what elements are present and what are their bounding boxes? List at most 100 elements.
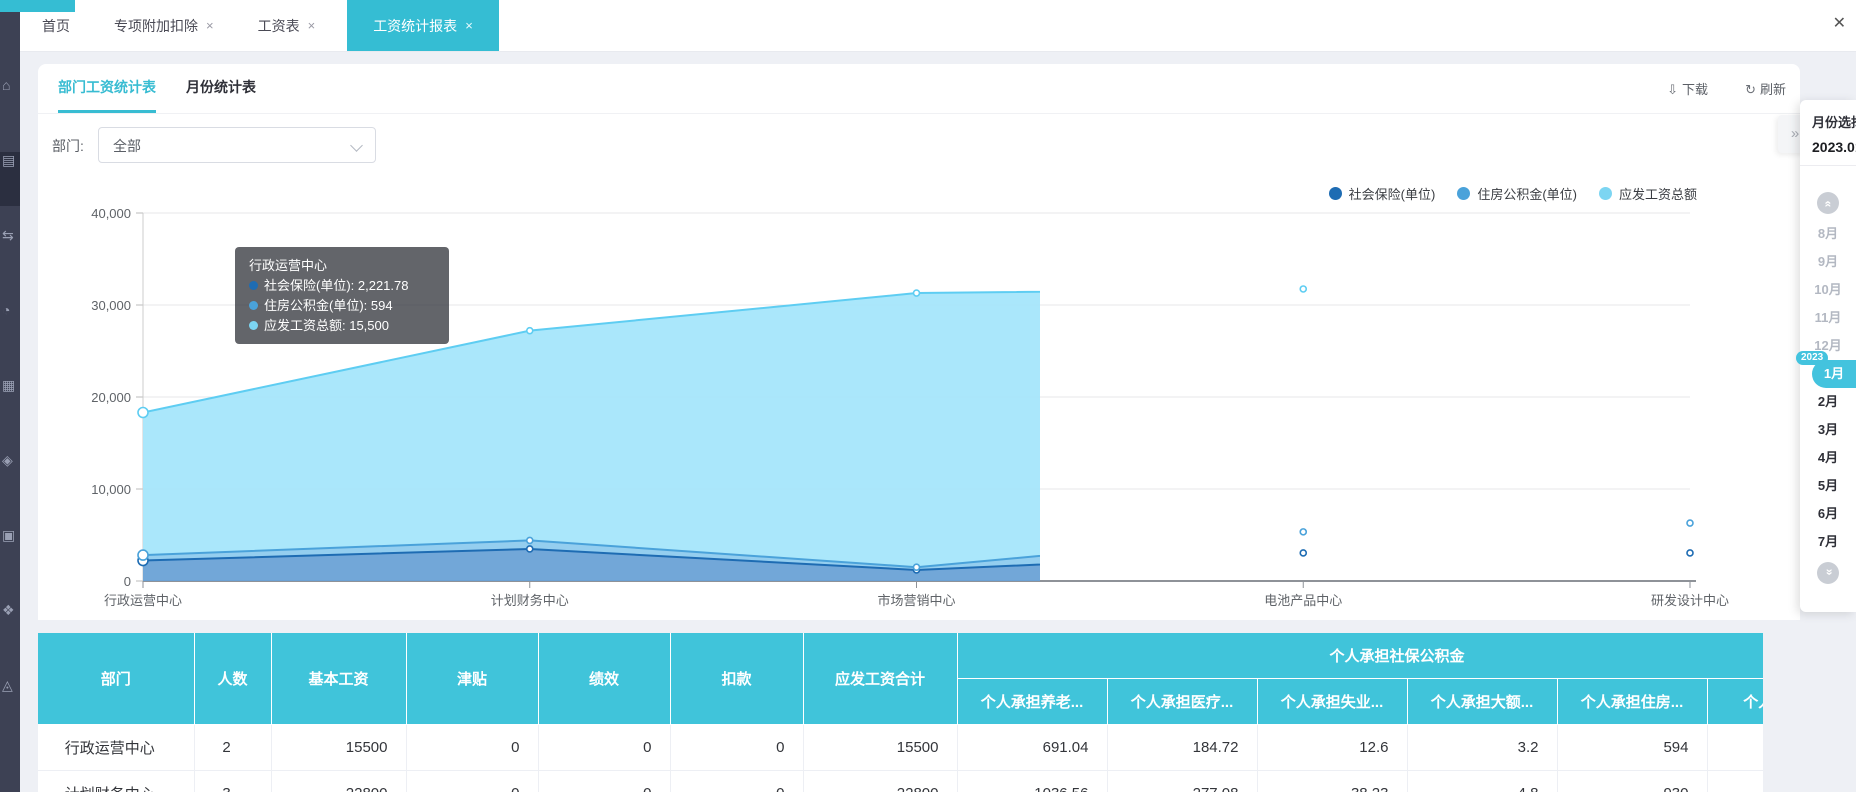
month-item-9月[interactable]: 9月: [1800, 248, 1856, 276]
double-chevron-up-icon: «: [1821, 200, 1835, 206]
legend-dot-icon: [1328, 187, 1342, 200]
table-cell: 0: [406, 724, 539, 771]
legend-item[interactable]: 住房公积金(单位): [1457, 184, 1577, 203]
table-cell: 行政运营中心: [38, 724, 195, 771]
forms-icon[interactable]: ▤: [2, 152, 16, 168]
month-label: 11月: [1814, 310, 1842, 325]
assets-icon[interactable]: ❖: [2, 602, 15, 618]
table-cell: 691.04: [957, 724, 1108, 771]
column-header: 绩效: [538, 633, 671, 725]
tooltip-row: 社会保险(单位): 2,221.78: [249, 276, 435, 295]
sub-column-header: 个人承担住房...: [1557, 678, 1708, 725]
month-item-6月[interactable]: 6月: [1800, 500, 1856, 528]
month-item-2月[interactable]: 2月: [1800, 388, 1856, 416]
tab-department-salary[interactable]: 部门工资统计表: [58, 64, 156, 113]
home-icon[interactable]: ⌂: [2, 77, 11, 93]
month-item-11月[interactable]: 11月: [1800, 304, 1856, 332]
legend-label: 社会保险(单位): [1348, 187, 1436, 202]
table-cell: [1707, 724, 1763, 771]
current-period: 2023.01: [1812, 139, 1856, 155]
svg-text:40,000: 40,000: [91, 206, 131, 221]
download-button[interactable]: ⇩ 下载: [1667, 82, 1708, 97]
sub-column-header: 个人承...: [1707, 678, 1763, 725]
tab-month-summary[interactable]: 月份统计表: [186, 79, 256, 95]
left-nav-rail: ⌂ ▤ ⇆ ◔ ▦ ◈ ▣ ❖ ◬: [0, 0, 20, 792]
salary-icon[interactable]: ◈: [2, 452, 13, 468]
tooltip-value: 住房公积金(单位): 594: [264, 298, 393, 313]
column-header: 部门: [38, 633, 195, 725]
table-cell: 0: [538, 770, 671, 792]
month-panel-title: 月份选择: [1812, 115, 1856, 130]
clock-icon[interactable]: ◔: [2, 302, 11, 318]
svg-text:20,000: 20,000: [91, 390, 131, 405]
month-item-7月[interactable]: 7月: [1800, 528, 1856, 556]
department-select-value: 全部: [113, 138, 141, 154]
settings-icon[interactable]: ◬: [2, 677, 13, 693]
department-select[interactable]: 全部: [98, 127, 376, 163]
table-cell: 0: [670, 724, 804, 771]
table-cell: 0: [406, 770, 539, 792]
tab-item-1[interactable]: 专项附加扣除 ×: [92, 0, 236, 51]
close-icon[interactable]: ×: [465, 18, 473, 33]
series-dot-icon: [249, 281, 258, 290]
month-label: 4月: [1817, 450, 1839, 465]
series-dot-icon: [249, 301, 258, 310]
year-badge: 2023: [1796, 351, 1829, 365]
tooltip-value: 应发工资总额: 15,500: [264, 318, 389, 333]
month-label: 1月: [1823, 366, 1845, 381]
month-item-12月[interactable]: 12月: [1800, 332, 1856, 360]
legend-item[interactable]: 社会保险(单位): [1328, 184, 1436, 203]
subtab-strip: 部门工资统计表 月份统计表 ⇩ 下载 ↻ 刷新: [38, 64, 1800, 114]
table-cell: 594: [1557, 724, 1708, 771]
month-item-4月[interactable]: 4月: [1800, 444, 1856, 472]
open-tabs-bar: 首页 专项附加扣除 × 工资表 × 工资统计报表 × ✕: [20, 0, 1856, 52]
scroll-up-button[interactable]: «: [1817, 192, 1839, 214]
svg-text:研发设计中心: 研发设计中心: [1651, 593, 1729, 608]
table-cell: 4.8: [1407, 770, 1558, 792]
report-card: 部门工资统计表 月份统计表 ⇩ 下载 ↻ 刷新 部门: 全部 0 10,000 20,0…: [38, 64, 1800, 620]
divider: [1800, 165, 1856, 166]
table-cell: 12.6: [1257, 724, 1408, 771]
tab-item-2[interactable]: 工资表 ×: [236, 0, 338, 51]
close-icon[interactable]: ×: [307, 18, 316, 33]
table-cell: 277.08: [1107, 770, 1258, 792]
transfer-icon[interactable]: ⇆: [2, 227, 14, 243]
close-icon[interactable]: ×: [206, 18, 214, 33]
month-label: 9月: [1817, 254, 1839, 269]
sub-column-header: 个人承担大额...: [1407, 678, 1558, 725]
tab-label: 工资统计报表: [373, 17, 458, 34]
active-module-highlight: [0, 152, 20, 206]
refresh-button[interactable]: ↻ 刷新: [1745, 82, 1786, 97]
month-label: 6月: [1817, 506, 1839, 521]
svg-text:电池产品中心: 电池产品中心: [1264, 593, 1342, 608]
month-label: 7月: [1817, 534, 1839, 549]
close-icon[interactable]: ✕: [1832, 15, 1846, 32]
month-item-10月[interactable]: 10月: [1800, 276, 1856, 304]
svg-text:行政运营中心: 行政运营中心: [104, 593, 182, 608]
tab-item-3[interactable]: 工资统计报表 ×: [347, 0, 499, 51]
legend-item[interactable]: 应发工资总额: [1598, 184, 1697, 203]
table-cell: 184.72: [1107, 724, 1258, 771]
sub-column-header: 个人承担养老...: [957, 678, 1108, 725]
document-icon[interactable]: ▣: [2, 527, 16, 543]
table-cell: 2: [194, 724, 272, 771]
month-label: 12月: [1814, 338, 1842, 353]
month-item-3月[interactable]: 3月: [1800, 416, 1856, 444]
series-dot-icon: [249, 321, 258, 330]
month-item-8月[interactable]: 8月: [1800, 220, 1856, 248]
table-row: 计划财务中心322800000228001036.56277.0838.234.…: [38, 770, 1763, 792]
report-icon[interactable]: ▦: [2, 377, 16, 393]
month-label: 5月: [1817, 478, 1839, 493]
month-item-5月[interactable]: 5月: [1800, 472, 1856, 500]
tooltip-title: 行政运营中心: [249, 258, 328, 273]
svg-text:计划财务中心: 计划财务中心: [491, 593, 569, 608]
chart-legend: 社会保险(单位) 住房公积金(单位) 应发工资总额: [1328, 184, 1697, 203]
salary-table: 部门 人数 基本工资 津贴 绩效 扣款 应发工资合计 个人承担社保公积金 个人承担养老... 个人…: [38, 633, 1763, 792]
tab-label: 工资表: [257, 17, 300, 34]
table-cell: 1036.56: [957, 770, 1108, 792]
month-item-1月[interactable]: 1月 2023: [1796, 351, 1856, 388]
tab-home[interactable]: 首页: [20, 0, 92, 51]
scroll-down-button[interactable]: «: [1817, 562, 1839, 584]
double-chevron-down-icon: «: [1821, 570, 1835, 576]
